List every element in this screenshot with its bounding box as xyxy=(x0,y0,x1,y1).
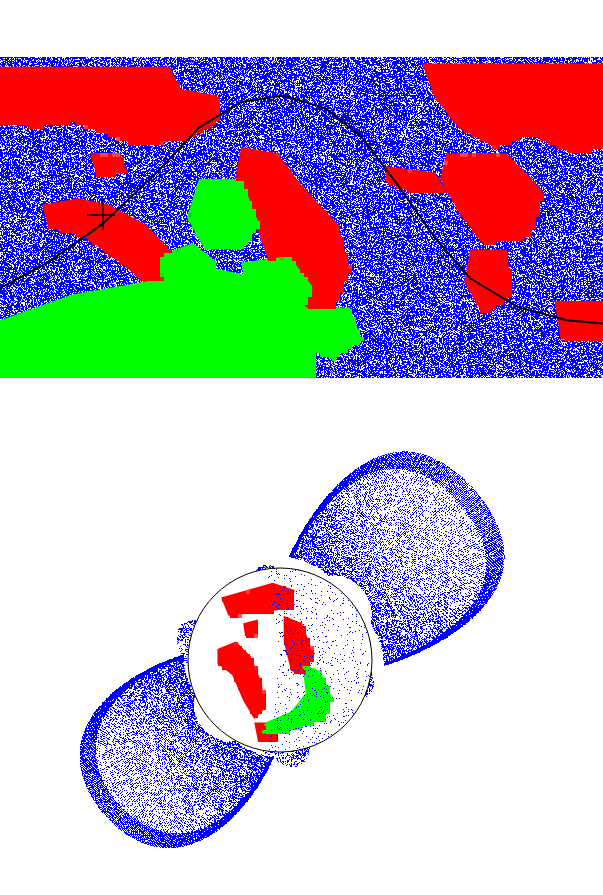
orthographic-globe-canvas xyxy=(0,420,603,895)
map-projection-panel xyxy=(0,0,603,420)
equirectangular-map-canvas xyxy=(0,0,603,420)
globe-projection-panel xyxy=(0,420,603,895)
